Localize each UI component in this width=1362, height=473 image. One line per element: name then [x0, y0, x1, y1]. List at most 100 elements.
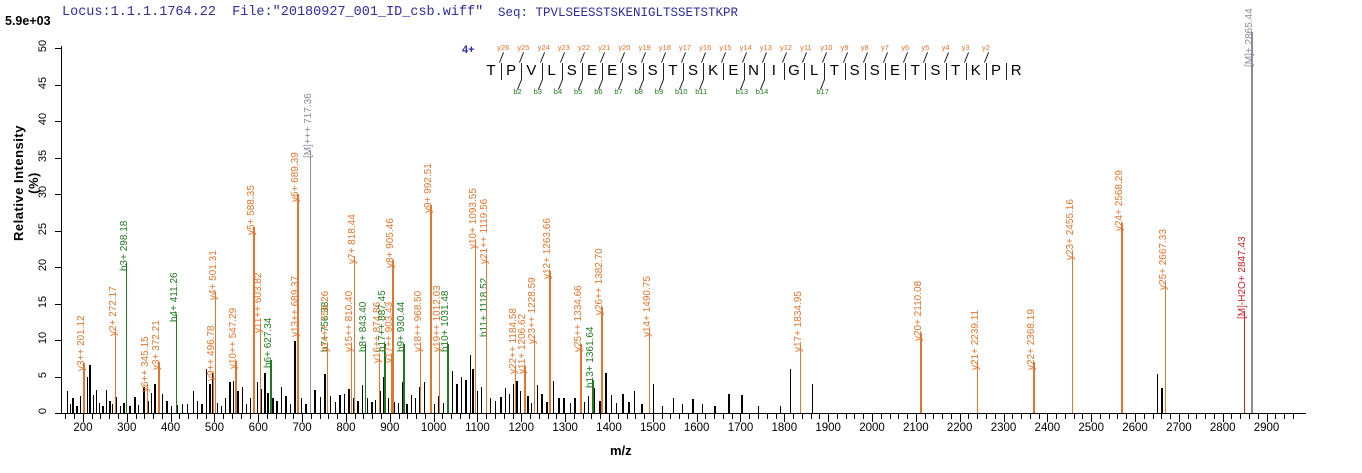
annotated-peak[interactable] [1071, 252, 1073, 413]
peak-label: y4+ 501.31 [208, 250, 219, 300]
annotated-peak[interactable] [920, 332, 922, 413]
annotated-peak[interactable] [1033, 361, 1035, 413]
spectrum-peak [105, 390, 108, 413]
annotated-peak[interactable] [592, 380, 594, 413]
b-ion-label: b8 [634, 87, 643, 96]
x-tick-minor [924, 414, 926, 419]
spectrum-peak [605, 372, 607, 413]
annotated-peak[interactable] [1121, 223, 1123, 413]
spectrum-peak [633, 391, 636, 413]
spectrum-peak [661, 405, 663, 413]
spectrum-peak [216, 402, 219, 413]
annotated-peak[interactable] [350, 343, 352, 413]
annotated-peak[interactable] [326, 343, 329, 413]
annotated-peak[interactable] [215, 291, 217, 413]
annotated-peak[interactable] [384, 343, 386, 413]
annotated-peak[interactable] [1243, 310, 1245, 413]
annotated-peak[interactable] [297, 194, 299, 413]
annotated-peak[interactable] [392, 259, 394, 413]
residue-divider [521, 63, 523, 80]
annotated-peak[interactable] [364, 343, 367, 413]
annotated-peak[interactable] [158, 361, 160, 413]
annotated-peak[interactable] [259, 324, 262, 413]
spectrum-peak [319, 396, 322, 413]
y-axis-line [61, 46, 62, 414]
y-ion-label: y23 [557, 43, 570, 52]
spectrum-peak [334, 402, 336, 413]
x-axis-line [61, 413, 1306, 414]
b-ion-label: b9 [654, 87, 664, 96]
x-axis-title: m/z [610, 443, 632, 458]
spectrum-peak [154, 383, 156, 413]
y-ion-label: y24 [537, 43, 550, 52]
annotated-peak[interactable] [175, 313, 177, 413]
annotated-peak[interactable] [474, 241, 477, 413]
x-tick-major [784, 414, 786, 422]
annotated-peak[interactable] [549, 270, 551, 413]
annotated-peak[interactable] [213, 372, 215, 413]
spectrum-peak [137, 404, 140, 413]
annotated-peak[interactable] [270, 359, 272, 413]
annotated-peak[interactable] [580, 343, 582, 413]
annotated-peak[interactable] [648, 329, 651, 413]
spectrum-peak [305, 403, 307, 413]
annotated-peak[interactable] [430, 204, 432, 413]
spectrum-peak [509, 394, 511, 413]
annotated-peak[interactable] [438, 343, 441, 413]
peak-label: y12+ 1263.66 [542, 217, 554, 279]
spectrum-peak [465, 380, 467, 413]
spectrum-peak [583, 402, 585, 413]
spectrum-peak [552, 380, 555, 413]
annotated-peak[interactable] [976, 361, 979, 413]
x-tick-minor [810, 414, 812, 419]
annotated-peak[interactable] [799, 343, 802, 413]
annotated-peak[interactable] [601, 307, 603, 413]
spectrum-peak [569, 402, 571, 413]
spectrum-peak [224, 398, 227, 413]
annotated-peak[interactable] [403, 343, 405, 413]
spectrum-peak [366, 398, 369, 413]
y-tick [55, 413, 61, 414]
annotated-peak[interactable] [83, 363, 85, 413]
spectrum-peak [69, 404, 72, 413]
x-tick-minor [319, 414, 321, 419]
annotated-peak[interactable] [235, 361, 237, 413]
peak-label: y15++ 810.40 [343, 290, 355, 352]
annotated-peak[interactable] [114, 328, 116, 413]
x-tick-minor [687, 414, 689, 419]
b-ion-label: b3 [533, 87, 542, 96]
annotated-peak[interactable] [253, 226, 255, 413]
annotated-peak[interactable] [514, 365, 516, 413]
spectrum-peak [95, 389, 98, 413]
x-tick-minor [749, 414, 751, 419]
y-tick [55, 157, 61, 159]
annotated-peak[interactable] [447, 343, 449, 413]
annotated-peak[interactable] [146, 383, 148, 413]
residue-divider [885, 63, 886, 80]
spectrum-peak [276, 401, 278, 413]
annotated-peak[interactable] [354, 256, 356, 413]
annotated-peak[interactable] [486, 256, 488, 413]
annotated-peak[interactable] [391, 354, 393, 413]
annotated-peak[interactable] [419, 343, 422, 413]
peak-label: y21++ 1119.56 [479, 198, 491, 265]
x-tick-label: 2700 [1166, 422, 1192, 434]
annotated-peak[interactable] [1164, 281, 1166, 413]
spectrum-peak [256, 382, 258, 413]
x-tick-minor [1275, 414, 1277, 419]
spectrum-peak [134, 396, 136, 413]
x-tick-minor [337, 414, 339, 419]
annotated-peak[interactable] [378, 354, 381, 413]
spectrum-peak [594, 388, 596, 413]
x-tick-minor [1292, 414, 1294, 419]
residue-divider [743, 63, 745, 80]
spectrum-peak [401, 381, 403, 413]
annotated-peak[interactable] [524, 365, 526, 413]
annotated-peak[interactable] [533, 336, 536, 413]
spectrum-peak [527, 396, 529, 413]
peak-label: y20+ 2110.08 [913, 280, 925, 341]
annotated-peak[interactable] [125, 263, 128, 413]
spectrum-peak [512, 383, 514, 413]
x-tick-minor [1170, 414, 1172, 419]
sequence-residue: E [728, 62, 739, 79]
